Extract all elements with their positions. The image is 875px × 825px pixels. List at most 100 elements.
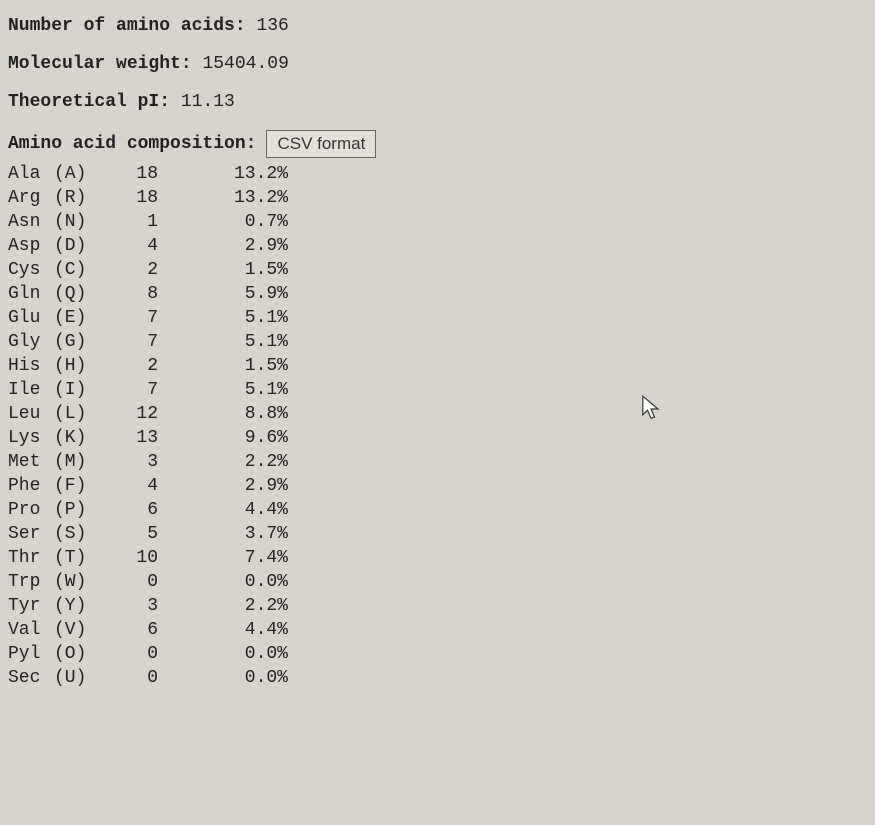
aa-code: (L): [54, 402, 108, 426]
spacer: [158, 426, 218, 450]
spacer: [158, 186, 218, 210]
spacer: [158, 306, 218, 330]
spacer: [158, 234, 218, 258]
aa-percent: 5.1%: [218, 330, 288, 354]
table-row: Asn(N)10.7%: [8, 210, 867, 234]
aa-code: (F): [54, 474, 108, 498]
aa-percent: 0.0%: [218, 570, 288, 594]
aa-count: 7: [108, 378, 158, 402]
aa-percent: 8.8%: [218, 402, 288, 426]
aa-count: 0: [108, 570, 158, 594]
aa-code: (P): [54, 498, 108, 522]
spacer: [158, 450, 218, 474]
aa-count: 8: [108, 282, 158, 306]
spacer: [158, 330, 218, 354]
aa-code: (D): [54, 234, 108, 258]
table-row: His(H)21.5%: [8, 354, 867, 378]
molecular-weight: Molecular weight: 15404.09: [8, 54, 867, 74]
aa-name: Pyl: [8, 642, 54, 666]
csv-format-button[interactable]: CSV format: [266, 130, 376, 158]
aa-count: 18: [108, 186, 158, 210]
spacer: [158, 546, 218, 570]
composition-label: Amino acid composition:: [8, 134, 256, 154]
aa-code: (Y): [54, 594, 108, 618]
aa-name: Asp: [8, 234, 54, 258]
aa-percent: 13.2%: [218, 186, 288, 210]
aa-name: Glu: [8, 306, 54, 330]
spacer: [158, 210, 218, 234]
aa-name: Leu: [8, 402, 54, 426]
spacer: [158, 162, 218, 186]
aa-count: 10: [108, 546, 158, 570]
table-row: Tyr(Y)32.2%: [8, 594, 867, 618]
aa-count: 5: [108, 522, 158, 546]
aa-count: 7: [108, 306, 158, 330]
aa-name: Sec: [8, 666, 54, 690]
aa-count: 2: [108, 258, 158, 282]
aa-code: (W): [54, 570, 108, 594]
spacer: [158, 522, 218, 546]
aa-percent: 4.4%: [218, 618, 288, 642]
aa-name: Ile: [8, 378, 54, 402]
aa-count: 1: [108, 210, 158, 234]
aa-percent: 2.2%: [218, 594, 288, 618]
aa-name: Arg: [8, 186, 54, 210]
aa-percent: 3.7%: [218, 522, 288, 546]
spacer: [158, 258, 218, 282]
table-row: Gln(Q)85.9%: [8, 282, 867, 306]
aa-code: (I): [54, 378, 108, 402]
table-row: Ser(S)53.7%: [8, 522, 867, 546]
spacer: [158, 498, 218, 522]
aa-count: 12: [108, 402, 158, 426]
table-row: Arg(R)1813.2%: [8, 186, 867, 210]
spacer: [158, 402, 218, 426]
mw-label: Molecular weight:: [8, 54, 192, 74]
table-row: Cys(C)21.5%: [8, 258, 867, 282]
spacer: [158, 282, 218, 306]
aa-name: Ala: [8, 162, 54, 186]
aa-percent: 1.5%: [218, 354, 288, 378]
table-row: Ile(I)75.1%: [8, 378, 867, 402]
aa-percent: 5.9%: [218, 282, 288, 306]
table-row: Phe(F)42.9%: [8, 474, 867, 498]
aa-code: (U): [54, 666, 108, 690]
aa-code: (C): [54, 258, 108, 282]
num-aa-value: 136: [256, 16, 288, 36]
table-row: Lys(K)139.6%: [8, 426, 867, 450]
aa-name: Cys: [8, 258, 54, 282]
aa-count: 2: [108, 354, 158, 378]
spacer: [158, 570, 218, 594]
aa-code: (M): [54, 450, 108, 474]
aa-code: (G): [54, 330, 108, 354]
theoretical-pi: Theoretical pI: 11.13: [8, 92, 867, 112]
aa-count: 3: [108, 594, 158, 618]
table-row: Gly(G)7 5.1%: [8, 330, 867, 354]
table-row: Trp(W)00.0%: [8, 570, 867, 594]
aa-code: (H): [54, 354, 108, 378]
table-row: Met(M)3 2.2%: [8, 450, 867, 474]
table-row: Thr(T)107.4%: [8, 546, 867, 570]
spacer: [158, 666, 218, 690]
spacer: [158, 594, 218, 618]
spacer: [158, 474, 218, 498]
aa-name: Gly: [8, 330, 54, 354]
table-row: Leu(L)12 8.8%: [8, 402, 867, 426]
aa-percent: 2.2%: [218, 450, 288, 474]
aa-count: 6: [108, 618, 158, 642]
aa-count: 0: [108, 666, 158, 690]
aa-code: (T): [54, 546, 108, 570]
aa-count: 0: [108, 642, 158, 666]
aa-name: Met: [8, 450, 54, 474]
aa-count: 3: [108, 450, 158, 474]
aa-count: 18: [108, 162, 158, 186]
table-row: Ala(A)1813.2%: [8, 162, 867, 186]
table-row: Glu(E)75.1%: [8, 306, 867, 330]
aa-count: 7: [108, 330, 158, 354]
mw-value: 15404.09: [202, 54, 288, 74]
pi-label: Theoretical pI:: [8, 92, 170, 112]
aa-name: Gln: [8, 282, 54, 306]
aa-count: 13: [108, 426, 158, 450]
aa-name: Pro: [8, 498, 54, 522]
aa-code: (V): [54, 618, 108, 642]
aa-count: 4: [108, 474, 158, 498]
